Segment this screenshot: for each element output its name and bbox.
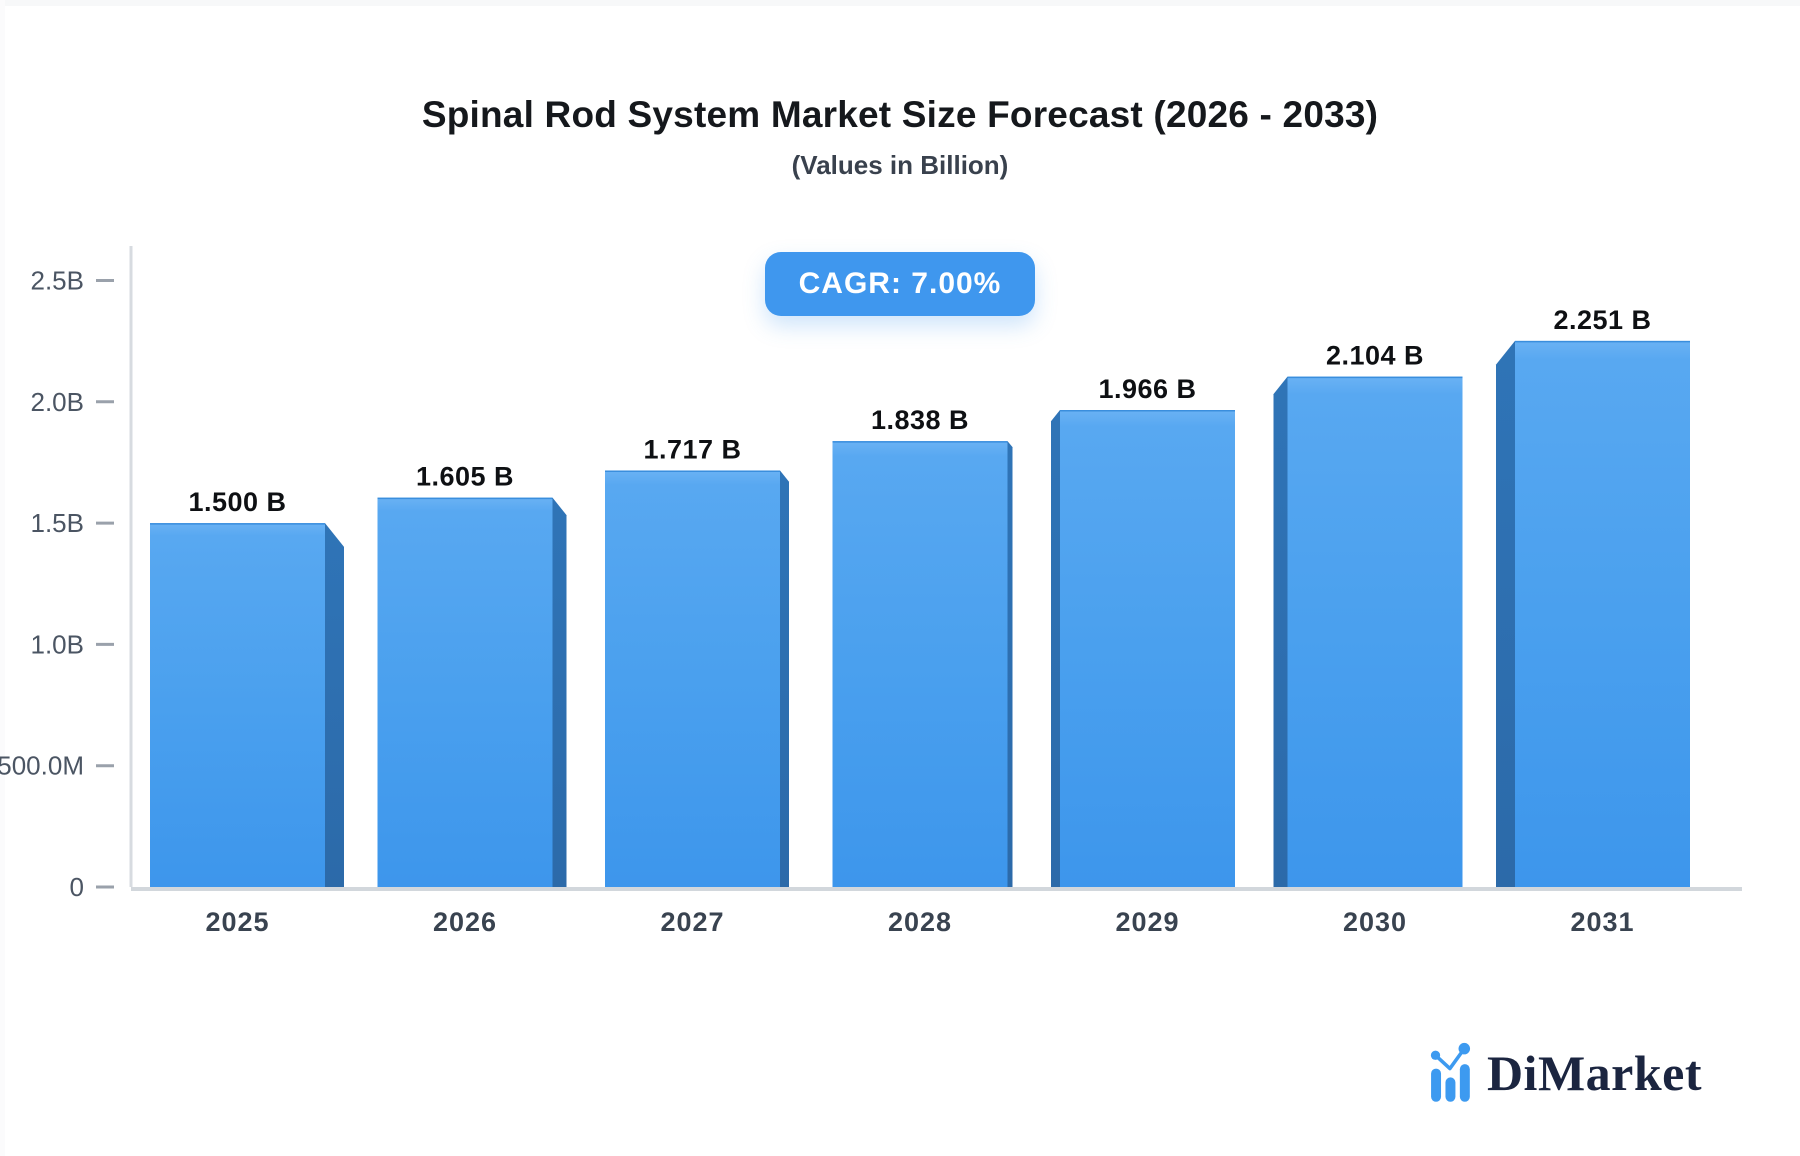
y-tick-label: 1.0B (31, 629, 85, 659)
bar-value-label: 2.104 B (1326, 341, 1424, 371)
bar-side-2026 (552, 497, 567, 887)
brand-name: DiMarket (1486, 1045, 1702, 1101)
x-category-label: 2031 (1570, 907, 1634, 937)
bar-2027 (605, 470, 780, 887)
bar-2028 (832, 441, 1008, 887)
chart-header: Spinal Rod System Market Size Forecast (… (0, 0, 1800, 181)
bar-2026 (377, 497, 553, 887)
chart-title: Spinal Rod System Market Size Forecast (… (421, 94, 1379, 135)
page-left-edge (0, 0, 5, 1156)
bar-value-label: 1.500 B (188, 487, 286, 517)
bar-2030 (1287, 376, 1463, 887)
y-tick-label: 500.0M (0, 751, 84, 781)
dimarket-logo-icon (1430, 1042, 1470, 1102)
bar-side-2030 (1273, 376, 1288, 887)
bar-side-2029 (1051, 410, 1060, 887)
page-top-edge (0, 0, 1800, 6)
bar-value-label: 1.838 B (871, 405, 969, 435)
bar-side-2028 (1007, 441, 1013, 887)
brand-logo: DiMarket (1428, 1042, 1702, 1104)
y-tick-label: 0 (70, 872, 84, 902)
y-tick-label: 2.0B (31, 387, 85, 417)
y-tick-label: 2.5B (31, 266, 85, 296)
bar-value-label: 1.605 B (416, 462, 514, 492)
x-category-label: 2027 (660, 907, 724, 937)
bar-value-label: 1.966 B (1098, 374, 1196, 404)
bar-2031 (1515, 340, 1690, 887)
bar-value-label: 1.717 B (643, 434, 741, 464)
bar-2025 (150, 523, 325, 887)
bar-side-2027 (780, 470, 789, 887)
bar-side-2031 (1496, 340, 1515, 887)
bar-side-2025 (325, 523, 344, 887)
x-category-label: 2030 (1343, 907, 1407, 937)
y-tick-label: 1.5B (31, 508, 85, 538)
x-category-label: 2026 (433, 907, 497, 937)
x-category-label: 2025 (205, 907, 269, 937)
bar-2029 (1060, 410, 1235, 887)
bar-value-label: 2.251 B (1553, 305, 1651, 335)
x-category-label: 2028 (888, 907, 952, 937)
x-category-label: 2029 (1115, 907, 1179, 937)
chart-subtitle: (Values in Billion) (791, 150, 1009, 180)
